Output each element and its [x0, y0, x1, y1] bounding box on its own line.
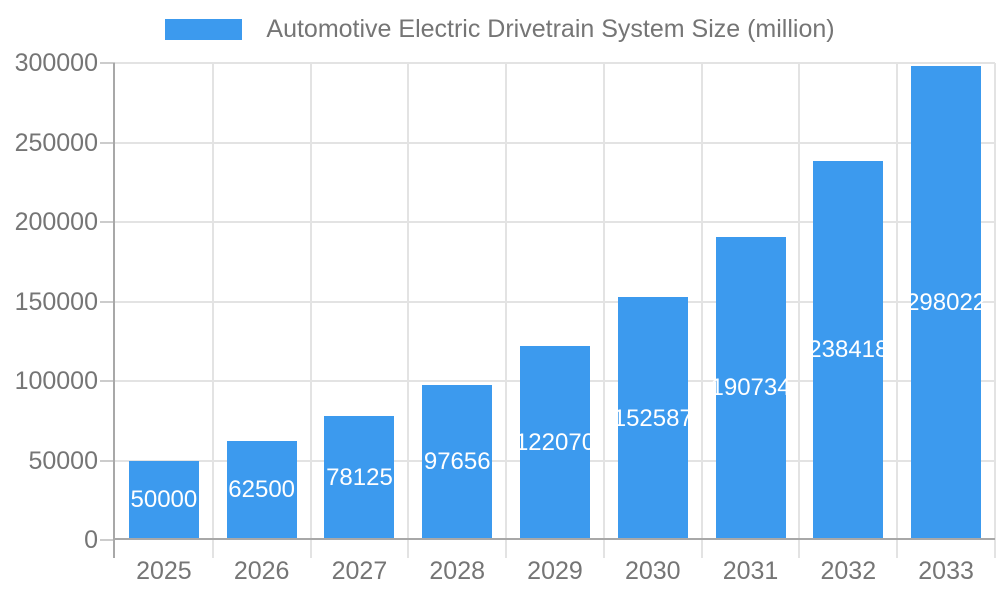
bar-value-label: 78125 [326, 463, 393, 491]
x-tick-label: 2028 [429, 557, 486, 585]
v-grid-line [700, 63, 703, 558]
y-tick-mark [100, 539, 115, 541]
bar[interactable]: 97656 [422, 384, 493, 540]
legend-label: Automotive Electric Drivetrain System Si… [266, 15, 835, 43]
bar-value-label: 62500 [228, 476, 296, 504]
legend[interactable]: Automotive Electric Drivetrain System Si… [0, 14, 1000, 44]
bar[interactable]: 122070 [515, 345, 595, 540]
v-grid-line [994, 63, 996, 558]
bar-value-label: 152587 [612, 404, 693, 432]
x-tick-label: 2033 [918, 557, 974, 585]
y-tick-mark [100, 221, 115, 223]
y-tick-label: 300000 [14, 49, 98, 77]
bar-value-label: 190734 [710, 374, 791, 402]
y-tick-label: 100000 [14, 367, 98, 395]
x-tick-label: 2031 [722, 557, 779, 585]
y-tick-mark [100, 380, 115, 382]
y-tick-mark [100, 141, 115, 144]
bar[interactable]: 238418 [808, 160, 888, 540]
x-tick-label: 2025 [136, 557, 192, 585]
v-grid-line [211, 63, 214, 558]
x-tick-label: 2030 [624, 557, 681, 585]
y-grid-line [115, 300, 995, 303]
x-axis-line [113, 538, 995, 540]
x-tick-label: 2027 [331, 557, 388, 585]
y-tick-mark [100, 459, 115, 462]
bar[interactable]: 298022 [906, 66, 986, 540]
bar[interactable]: 78125 [324, 415, 395, 540]
bar[interactable]: 152587 [613, 297, 693, 540]
y-tick-mark [100, 62, 115, 64]
y-tick-label: 50000 [28, 446, 98, 475]
y-tick-label: 200000 [14, 208, 98, 236]
bar[interactable]: 190734 [711, 236, 791, 540]
v-grid-line [602, 63, 605, 558]
y-tick-label: 150000 [14, 287, 98, 316]
bar-value-label: 122070 [514, 428, 596, 456]
v-grid-line [896, 63, 899, 558]
x-tick-label: 2032 [820, 557, 877, 585]
y-tick-mark [100, 300, 115, 303]
bar[interactable]: 62500 [226, 440, 297, 540]
bar-value-label: 238418 [808, 336, 889, 364]
bar-value-label: 97656 [423, 448, 491, 476]
y-tick-label: 0 [84, 526, 98, 554]
y-grid-line [115, 62, 995, 64]
bar-value-label: 50000 [130, 486, 198, 514]
bar-value-label: 298022 [906, 289, 987, 317]
y-grid-line [115, 221, 995, 223]
v-grid-line [798, 63, 801, 558]
bar[interactable]: 50000 [128, 460, 199, 540]
y-axis-line [113, 63, 115, 558]
v-grid-line [505, 63, 508, 558]
x-tick-label: 2026 [233, 557, 290, 585]
v-grid-line [309, 63, 312, 558]
legend-swatch [165, 18, 243, 40]
v-grid-line [407, 63, 410, 558]
y-tick-label: 250000 [14, 128, 98, 157]
x-tick-label: 2029 [527, 557, 583, 585]
y-grid-line [115, 141, 995, 144]
